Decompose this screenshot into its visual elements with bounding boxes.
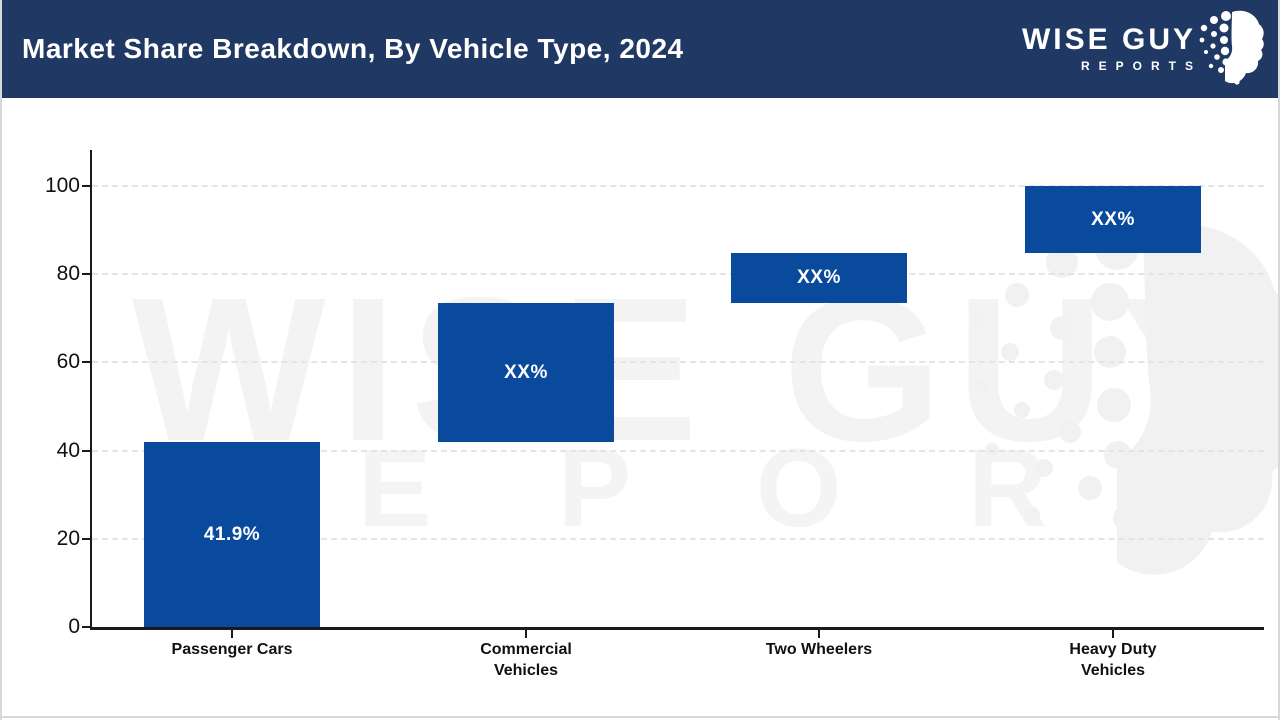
y-axis-label-0: 0	[68, 615, 80, 638]
y-axis-tick-40	[82, 449, 90, 452]
brand-logo-text: WISE GUY REPORTS	[1021, 23, 1196, 74]
y-axis-tick-60	[82, 361, 90, 364]
x-axis-tick-0	[231, 630, 233, 638]
bar-commercial-vehicles[interactable]: XX%	[438, 302, 614, 443]
y-axis-line	[90, 150, 92, 629]
x-axis-tick-3	[1112, 630, 1114, 638]
brand-head-icon	[1199, 10, 1264, 85]
y-axis-label-40: 40	[56, 438, 80, 462]
x-axis-category-label: Passenger Cars	[171, 641, 293, 658]
y-axis-tick-20	[82, 537, 90, 540]
y-axis-tick-0	[82, 626, 90, 628]
bar-passenger-cars[interactable]: 41.9%	[144, 442, 320, 627]
bar-two-wheelers[interactable]: XX%	[731, 253, 907, 303]
y-axis-tick-80	[82, 273, 90, 276]
bottom-divider	[2, 716, 1278, 718]
gridline-100	[92, 185, 1264, 187]
page-title: Market Share Breakdown, By Vehicle Type,…	[22, 33, 684, 64]
gridline-20	[92, 537, 1264, 540]
x-axis-category-label: Heavy Duty Vehicles	[1069, 641, 1157, 679]
y-axis-label-20: 20	[56, 526, 80, 550]
bar-heavy-duty-vehicles[interactable]: XX%	[1025, 186, 1201, 254]
gridline-40	[92, 449, 1264, 452]
y-axis-label-100: 100	[44, 174, 80, 197]
bar-value-label: 41.9%	[203, 523, 261, 545]
bar-value-label: XX%	[797, 266, 841, 288]
gridline-60	[92, 361, 1264, 364]
brand-subname: REPORTS	[1080, 59, 1202, 73]
bar-value-label: XX%	[504, 361, 548, 383]
bar-value-label: XX%	[1091, 208, 1135, 230]
gridline-80	[92, 273, 1264, 276]
y-axis-label-80: 80	[56, 262, 80, 286]
y-axis-label-60: 60	[56, 350, 80, 374]
x-axis-tick-1	[525, 630, 527, 638]
y-axis-tick-100	[82, 185, 90, 187]
header-bar: Market Share Breakdown, By Vehicle Type,…	[2, 0, 1278, 98]
x-axis-category-label: Commercial Vehicles	[480, 641, 572, 679]
brand-name: WISE GUY	[1021, 23, 1196, 56]
x-axis-line	[90, 627, 1264, 630]
x-axis-category-label: Two Wheelers	[765, 641, 873, 658]
x-axis-tick-2	[818, 630, 820, 638]
brand-logo: WISE GUY REPORTS	[1022, 6, 1272, 92]
